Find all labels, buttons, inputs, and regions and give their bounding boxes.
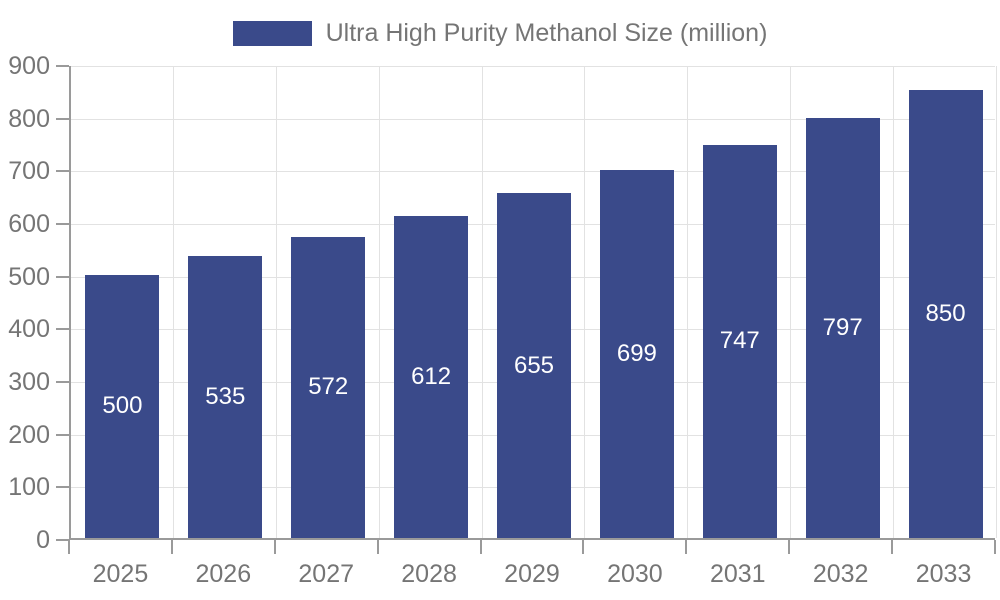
plot-area: 500 535 572 612 655 699 747 797 850 [69,66,997,540]
gridline-v [893,66,895,538]
x-tick-label: 2025 [92,560,149,588]
y-tick-mark [56,275,69,278]
gridline-v [172,66,174,538]
y-tick-label: 800 [8,104,50,133]
y-tick-label: 700 [8,157,50,186]
gridline-h [71,66,995,67]
bar-value-label: 535 [205,383,246,411]
y-tick-mark [56,539,69,541]
legend-label: Ultra High Purity Methanol Size (million… [325,19,768,47]
gridline-v [687,66,689,538]
y-tick-mark [56,223,69,225]
bar-value-label: 655 [513,351,555,379]
x-tick-mark [68,540,70,554]
gridline-v [996,66,997,538]
x-tick-mark [891,540,894,554]
y-tick-mark [56,328,69,331]
bar-2026: 535 [188,256,263,538]
y-tick-label: 500 [8,262,50,291]
y-tick-label: 300 [8,368,50,396]
bar-2033: 850 [908,90,983,538]
bar-2031: 747 [702,144,777,538]
bar-2030: 699 [599,169,674,538]
bar-value-label: 850 [925,300,966,328]
y-tick-mark [56,65,69,67]
y-tick-mark [56,170,69,173]
y-tick-label: 0 [36,526,50,554]
x-tick-label: 2031 [709,560,766,588]
y-tick-label: 900 [8,52,50,80]
gridline-h [71,118,995,120]
x-tick-label: 2026 [195,560,252,588]
bar-2032: 797 [805,118,880,538]
x-tick-label: 2033 [915,560,972,588]
gridline-v [378,66,380,538]
x-tick-mark [582,540,585,554]
legend-swatch [232,21,312,46]
x-tick-mark [788,540,791,554]
bar-value-label: 797 [822,314,863,342]
gridline-v [481,66,483,538]
gridline-v [584,66,586,538]
y-tick-label: 600 [8,210,50,238]
gridline-v [275,66,277,538]
bar-value-label: 500 [102,392,143,420]
x-tick-mark [994,540,996,554]
bar-2029: 655 [497,193,571,538]
bar-value-label: 572 [308,373,349,401]
y-tick-label: 200 [8,420,50,449]
x-tick-mark [479,540,482,554]
x-tick-label: 2028 [401,560,457,588]
gridline-h [71,171,995,173]
x-tick-mark [170,540,173,554]
x-tick-label: 2027 [298,560,355,588]
x-tick-mark [376,540,379,554]
y-tick-label: 100 [8,473,50,502]
x-tick-mark [273,540,276,554]
y-tick-mark [56,486,69,489]
bar-value-label: 612 [411,362,452,390]
gridline-v [790,66,792,538]
bar-2028: 612 [394,215,469,538]
y-tick-label: 400 [8,315,50,344]
x-tick-label: 2030 [607,560,663,588]
bar-value-label: 699 [616,339,657,367]
bar-2025: 500 [85,274,160,538]
y-tick-mark [56,117,69,120]
legend-item[interactable]: Ultra High Purity Methanol Size (million… [0,19,1000,48]
bar-value-label: 747 [719,327,760,355]
x-tick-mark [685,540,688,554]
y-tick-mark [56,381,69,383]
x-tick-label: 2032 [812,560,869,588]
y-tick-mark [56,433,69,436]
bar-2027: 572 [291,236,366,538]
x-tick-label: 2029 [504,560,560,588]
